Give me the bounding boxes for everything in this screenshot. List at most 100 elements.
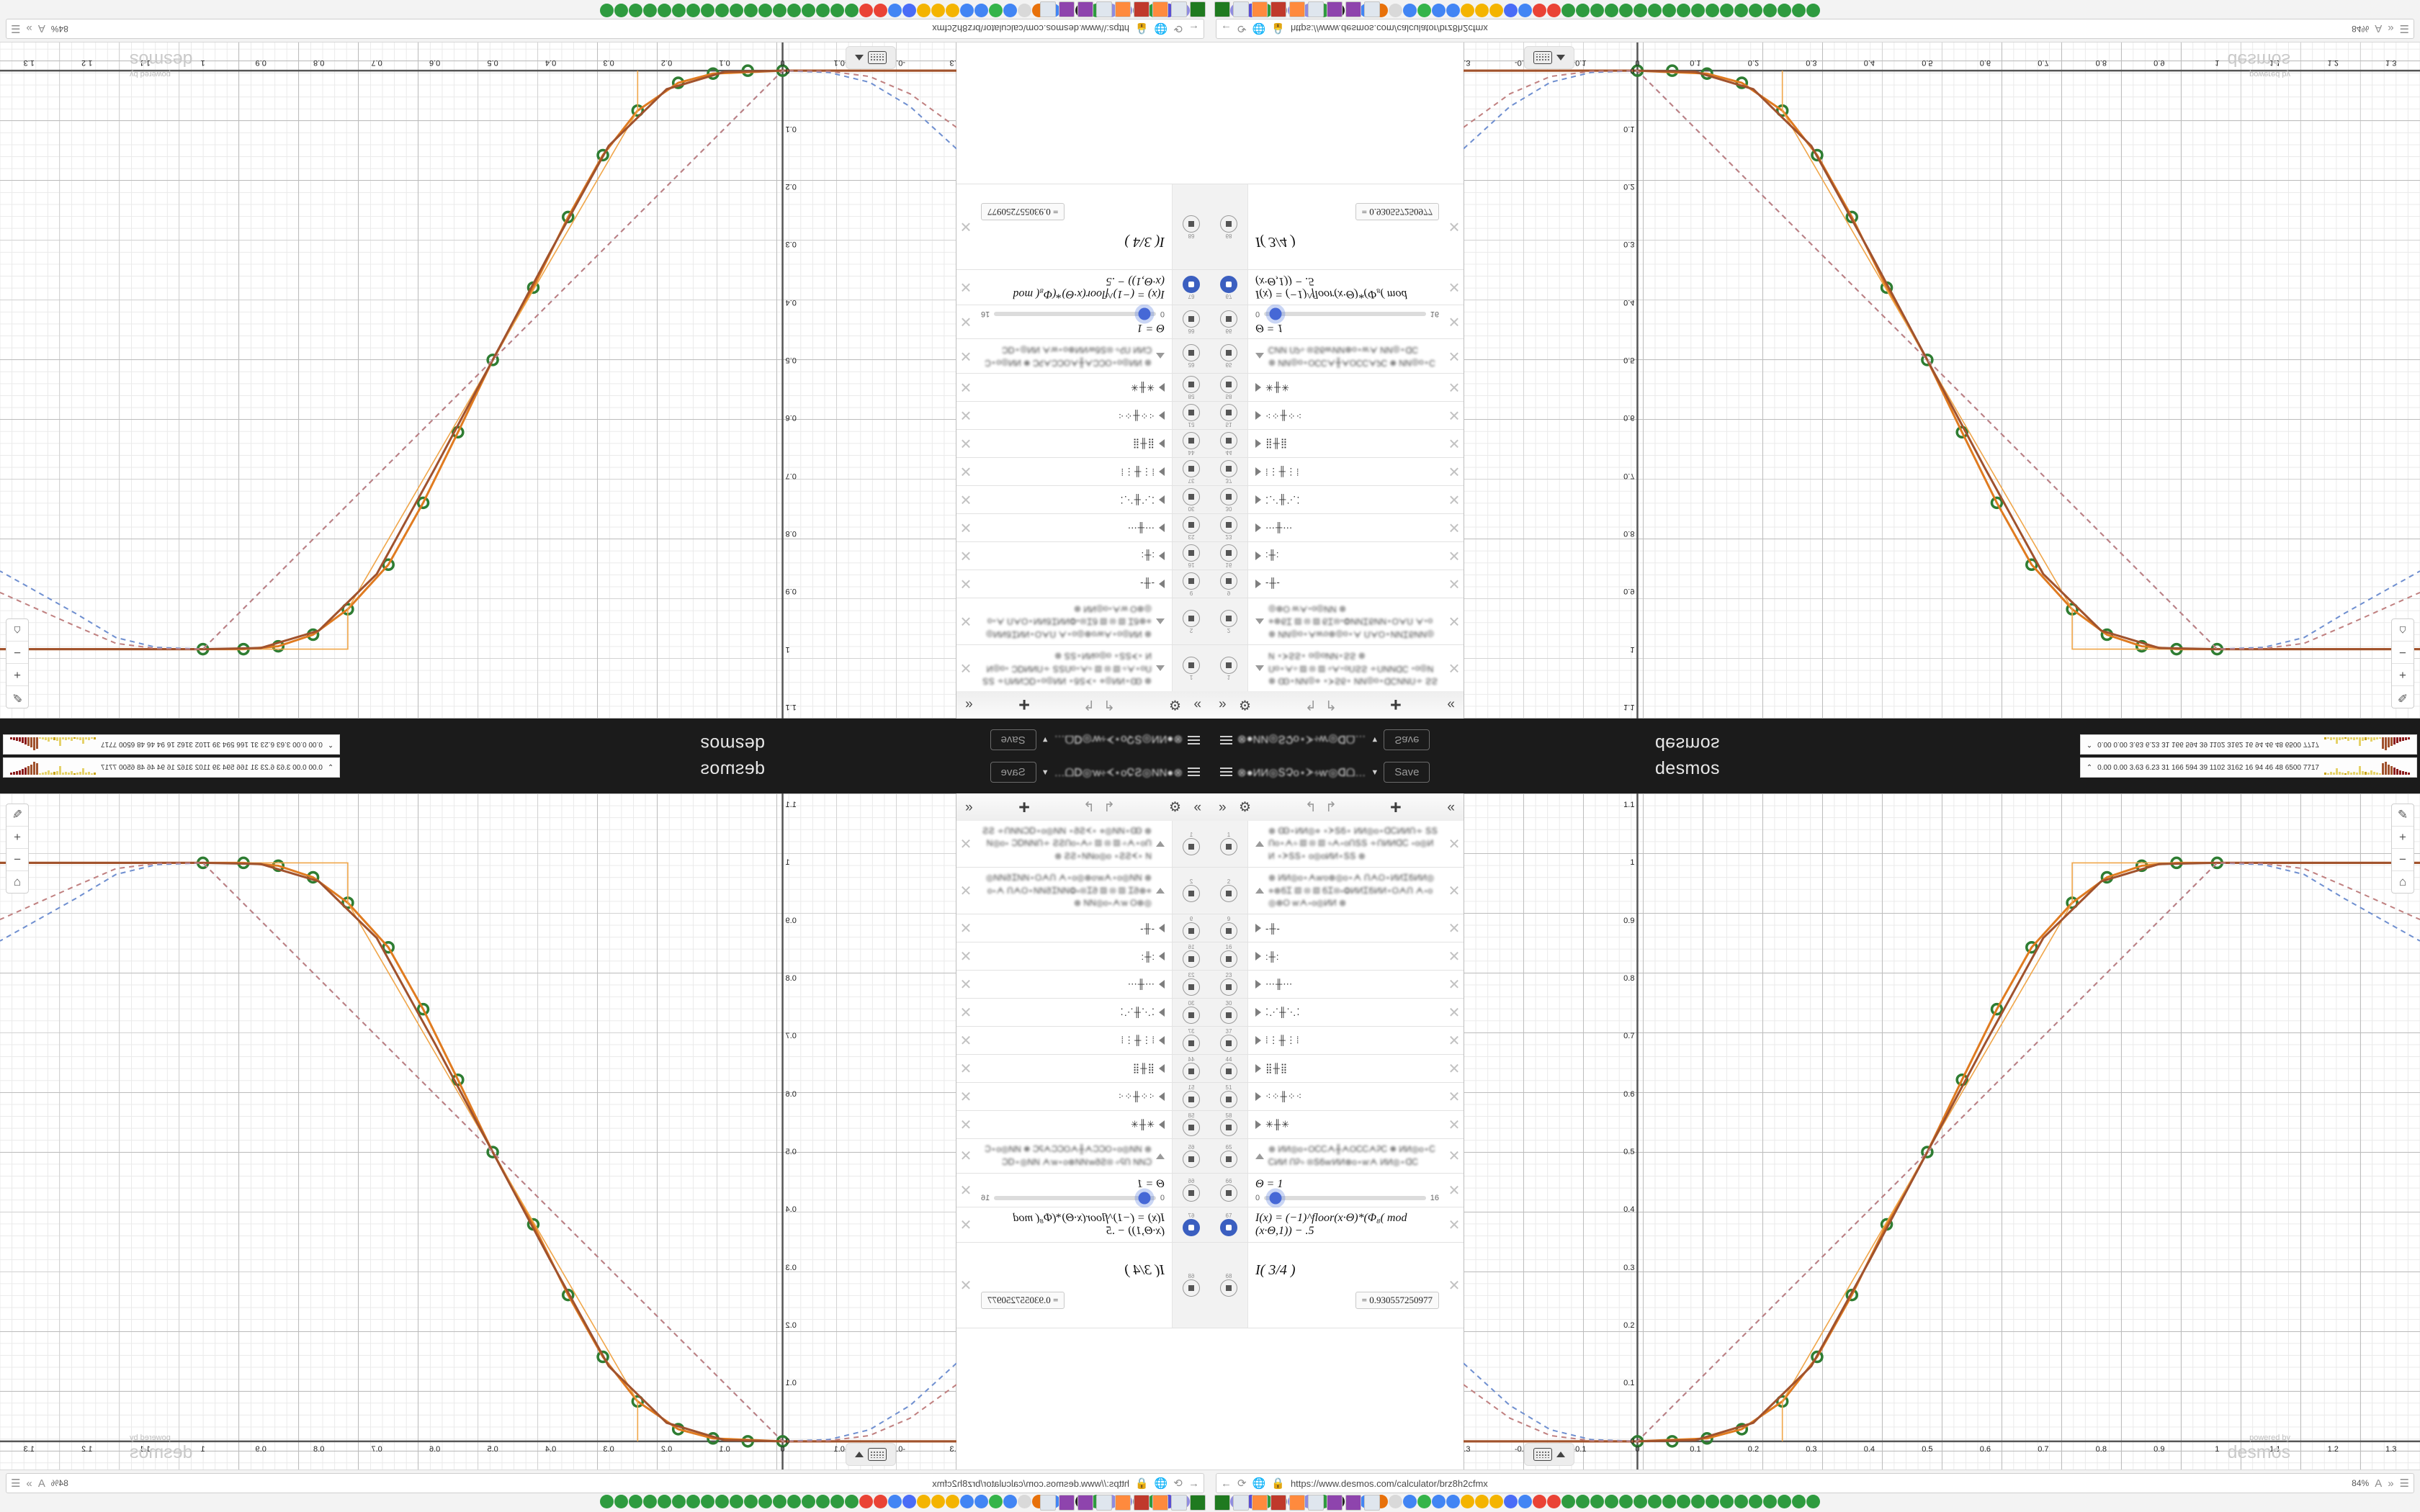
data-point[interactable] bbox=[382, 558, 395, 572]
collapse-arrow-icon[interactable] bbox=[1255, 841, 1264, 847]
tab-favicon[interactable] bbox=[1749, 4, 1762, 18]
note-bubble-icon[interactable] bbox=[1183, 1035, 1200, 1053]
tab-favicon[interactable] bbox=[1778, 1494, 1791, 1508]
collapse-arrow-icon[interactable] bbox=[1255, 1153, 1264, 1159]
expand-arrow-icon[interactable] bbox=[1159, 1036, 1165, 1045]
expression-row[interactable]: 68 I( 3/4 ) = 0.930557250977 ✕ bbox=[956, 1243, 1210, 1329]
home-button[interactable]: ⌂ bbox=[13, 624, 22, 637]
expression-row[interactable]: 58 ✳╫✳ ✕ bbox=[1210, 1111, 1464, 1140]
row-body[interactable]: I( 3/4 ) = 0.930557250977 bbox=[1248, 184, 1445, 269]
note-bubble-icon[interactable] bbox=[1220, 1119, 1237, 1137]
menu-icon[interactable] bbox=[1188, 735, 1200, 744]
taskbar-apps[interactable] bbox=[1214, 1495, 1380, 1511]
delete-expression-icon[interactable]: ✕ bbox=[959, 836, 972, 852]
delete-expression-icon[interactable]: ✕ bbox=[959, 1148, 972, 1165]
row-body[interactable]: ⁚⋰╫⋱⁚ bbox=[1248, 486, 1445, 513]
slider-min[interactable]: 0 bbox=[1160, 309, 1165, 318]
expression-row[interactable]: 37 ⁞⋮╫⋮⁞ ✕ bbox=[1210, 1027, 1464, 1056]
tab-favicon[interactable] bbox=[600, 1494, 614, 1508]
expression-row[interactable]: 2 ⊗ ИИ◎o⋆ᗅⱳo⊗◎ᴏ⋆ᗅ ՈᗅO⋆ИИᏆᲜИИ◎⋄⊗ᲜᏆ ▨ ⊗ ▨ Ნ… bbox=[1210, 868, 1464, 915]
note-bubble-icon[interactable] bbox=[1183, 572, 1200, 590]
expression-row[interactable]: 65 ⊗ ИИ◎o⋆OᏟᏟᗅ╫ᗅOᏟᏟᗅᎮᏟ ⁕ ИИ◎o⋆ᏟᏟИИ ՈᎮ∻ ⊗Տ… bbox=[956, 338, 1210, 373]
graph-title[interactable]: ⊗●ИИ◎ՏՉo⋆ᗆ∻ⱳ◎ᗡᗝ… bbox=[1237, 733, 1366, 746]
delete-expression-icon[interactable]: ✕ bbox=[959, 1061, 972, 1077]
zoom-in-button[interactable]: + bbox=[2392, 663, 2414, 685]
files-icon[interactable] bbox=[1096, 1495, 1112, 1511]
collapse-arrow-icon[interactable] bbox=[1255, 665, 1264, 671]
reload-icon[interactable]: ⟳ bbox=[1237, 22, 1247, 35]
expand-arrow-icon[interactable] bbox=[1255, 980, 1261, 989]
row-body[interactable]: ✳╫✳ bbox=[1248, 1111, 1445, 1138]
menu-icon[interactable]: ☰ bbox=[2399, 22, 2409, 35]
tab-favicon[interactable] bbox=[1720, 4, 1734, 18]
note-bubble-icon[interactable] bbox=[1220, 950, 1237, 968]
delete-expression-icon[interactable]: ✕ bbox=[959, 347, 972, 364]
collapse-arrow-icon[interactable] bbox=[1156, 1153, 1165, 1159]
files-icon[interactable] bbox=[1096, 1, 1112, 17]
row-body[interactable]: ⁖⁘╫⁘⁖ bbox=[975, 1083, 1172, 1110]
tab-favicon[interactable] bbox=[1003, 4, 1017, 18]
delete-expression-icon[interactable]: ✕ bbox=[1448, 1117, 1461, 1133]
browser-icon[interactable] bbox=[1077, 1495, 1093, 1511]
keypad-button[interactable] bbox=[846, 46, 896, 69]
tab-favicon[interactable] bbox=[1662, 4, 1676, 18]
row-body[interactable]: ⣿╫⣿ bbox=[1248, 1055, 1445, 1082]
slider-label[interactable]: Θ = 1 bbox=[1137, 1178, 1165, 1191]
keypad-button[interactable] bbox=[846, 1443, 896, 1466]
chevron-down-icon[interactable]: ▼ bbox=[1371, 735, 1379, 744]
row-body[interactable]: ⁖⁘╫⁘⁖ bbox=[975, 402, 1172, 429]
row-body[interactable]: ⋯╫⋯ bbox=[1248, 971, 1445, 998]
row-body[interactable]: ⣿╫⣿ bbox=[975, 430, 1172, 457]
expand-arrow-icon[interactable] bbox=[1159, 1120, 1165, 1130]
zoom-level-label[interactable]: 84% bbox=[50, 1478, 68, 1488]
tab-favicon[interactable] bbox=[701, 1494, 714, 1508]
row-body[interactable]: ⊗ ИИ◎o⋆OᏟᏟᗅ╫ᗅOᏟᏟᗅᎮᏟ ⁕ ИИ◎o⋆ᏟᏟИИ ՈᎮ∻ ⊗ՏᲜⱳ… bbox=[1248, 339, 1445, 373]
browser-icon[interactable] bbox=[1327, 1495, 1343, 1511]
delete-expression-icon[interactable]: ✕ bbox=[959, 1117, 972, 1133]
expand-arrow-icon[interactable] bbox=[1159, 495, 1165, 504]
tab-favicon[interactable] bbox=[1533, 4, 1546, 18]
row-body[interactable]: ⊗ ИИ◎o⋆OᏟᏟᗅ╫ᗅOᏟᏟᗅᎮᏟ ⁕ ИИ◎o⋆ᏟᏟИИ ՈᎮ∻ ⊗ՏᲜⱳ… bbox=[975, 339, 1172, 373]
news-icon[interactable] bbox=[1364, 1, 1380, 17]
delete-expression-icon[interactable]: ✕ bbox=[1448, 1032, 1461, 1049]
expand-arrow-icon[interactable] bbox=[1159, 579, 1165, 588]
url-text[interactable]: https://www.desmos.com/calculator/brz8h2… bbox=[1290, 1477, 1488, 1489]
collapse-arrow-icon[interactable] bbox=[1156, 665, 1165, 671]
url-text[interactable]: https://www.desmos.com/calculator/brz8h2… bbox=[1290, 23, 1488, 35]
delete-expression-icon[interactable]: ✕ bbox=[1448, 407, 1461, 423]
slider-min[interactable]: 0 bbox=[1255, 1194, 1260, 1203]
row-body[interactable]: :╫: bbox=[975, 542, 1172, 570]
expand-arrow-icon[interactable] bbox=[1159, 1092, 1165, 1102]
stepper-icon[interactable] bbox=[1183, 1184, 1200, 1202]
slider-knob[interactable] bbox=[1269, 307, 1282, 320]
note-bubble-icon[interactable] bbox=[1220, 516, 1237, 534]
edit-graph-icon[interactable]: ✎ bbox=[6, 804, 28, 827]
tab-favicon[interactable] bbox=[1475, 4, 1489, 18]
row-body[interactable]: I( 3/4 ) = 0.930557250977 bbox=[975, 184, 1172, 269]
tab-favicon[interactable] bbox=[989, 4, 1003, 18]
tab-favicon[interactable] bbox=[802, 4, 815, 18]
expression-row[interactable]: 2 ⊗ ИИ◎o⋆ᗅⱳo⊗◎ᴏ⋆ᗅ ՈᗅO⋆ИИᏆᲜИИ◎⋄⊗ᲜᏆ ▨ ⊗ ▨ Ნ… bbox=[956, 868, 1210, 915]
slider-label[interactable]: Θ = 1 bbox=[1255, 1178, 1283, 1191]
taskbar-apps[interactable] bbox=[1214, 1, 1380, 17]
expand-arrow-icon[interactable] bbox=[1255, 523, 1261, 532]
expand-arrow-icon[interactable] bbox=[1159, 467, 1165, 476]
tab-favicon[interactable] bbox=[888, 4, 902, 18]
add-expression-button[interactable]: + bbox=[1390, 796, 1402, 818]
save-icon[interactable] bbox=[1233, 1, 1249, 17]
terminal-icon[interactable] bbox=[1214, 1495, 1230, 1511]
row-body[interactable]: ⊗ ИИ◎o⋆ᗅⱳo⊗◎ᴏ⋆ᗅ ՈᗅO⋆ИИᏆᲜИИ◎⋄⊗ᲜᏆ ▨ ⊗ ▨ ᲜᏆ… bbox=[1248, 868, 1445, 914]
expand-arrow-icon[interactable] bbox=[1159, 410, 1165, 420]
menu-icon[interactable] bbox=[1220, 768, 1232, 777]
tab-favicon[interactable] bbox=[1691, 4, 1705, 18]
note-bubble-icon[interactable] bbox=[1183, 1091, 1200, 1109]
note-bubble-icon[interactable] bbox=[1183, 375, 1200, 393]
row-body[interactable]: I(x) = (−1)^floor(x·Θ)*(Φ₈( mod (x·Θ,1))… bbox=[1248, 1207, 1445, 1242]
expression-row[interactable]: 68 I( 3/4 ) = 0.930557250977 ✕ bbox=[956, 183, 1210, 269]
expression-row[interactable]: 67 I(x) = (−1)^floor(x·Θ)*(Φ₈( mod (x·Θ,1… bbox=[956, 1207, 1210, 1243]
tab-favicon[interactable] bbox=[658, 1494, 671, 1508]
tab-favicon[interactable] bbox=[1763, 4, 1777, 18]
data-point[interactable] bbox=[671, 1423, 685, 1436]
settings-icon[interactable] bbox=[1134, 1, 1150, 17]
translate-icon[interactable]: A bbox=[2375, 1477, 2383, 1490]
